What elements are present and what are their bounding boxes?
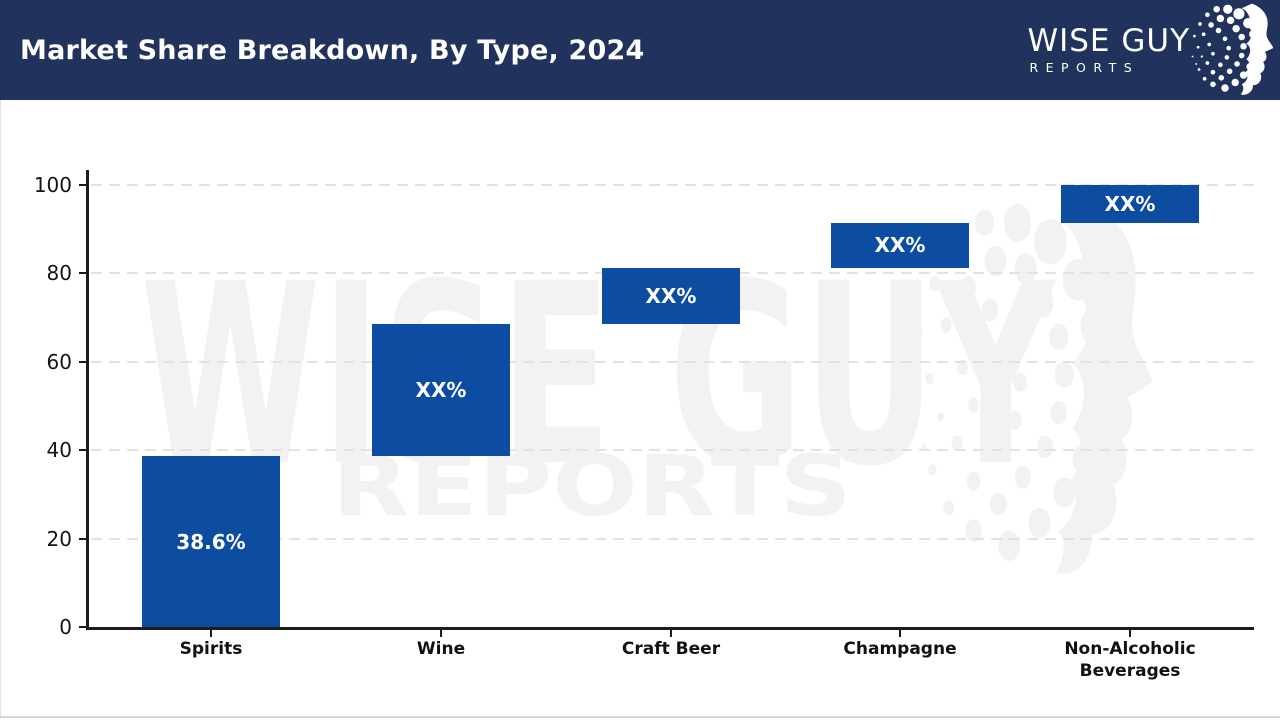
y-axis-tick xyxy=(79,184,87,186)
bar-wine: XX% xyxy=(372,323,510,457)
bar-value-label: 38.6% xyxy=(176,529,246,554)
bar-value-label: XX% xyxy=(1104,192,1156,216)
bar-value-label: XX% xyxy=(415,378,467,403)
logo-wordmark: WISE GUY xyxy=(1027,22,1190,59)
x-axis-tick xyxy=(670,630,672,637)
bar-craft-beer: XX% xyxy=(602,267,740,324)
left-border xyxy=(0,100,1,716)
y-axis-tick-label: 60 xyxy=(46,349,72,374)
y-axis-tick-label: 40 xyxy=(46,438,72,463)
y-axis-tick-label: 80 xyxy=(46,261,72,286)
logo-text: WISE GUY REPORTS xyxy=(1027,22,1190,75)
x-axis-label-craft-beer: Craft Beer xyxy=(621,639,721,659)
x-axis-label-spirits: Spirits xyxy=(179,639,243,659)
x-axis-tick xyxy=(899,630,901,637)
y-axis-tick-label: 20 xyxy=(46,526,72,551)
x-axis-tick xyxy=(440,630,442,637)
x-axis-label-wine: Wine xyxy=(416,639,466,659)
gridline-60 xyxy=(91,360,1254,363)
y-axis-tick xyxy=(79,360,87,363)
y-axis-tick-label: 0 xyxy=(59,615,72,639)
y-axis-tick xyxy=(79,272,87,275)
y-axis-tick xyxy=(79,449,87,452)
x-axis-tick xyxy=(1129,630,1131,637)
bar-spirits: 38.6% xyxy=(142,456,280,627)
y-axis-line xyxy=(86,170,89,629)
x-axis-line xyxy=(86,627,1254,630)
wiseguy-logo: WISE GUY REPORTS xyxy=(1027,0,1276,100)
x-axis-tick xyxy=(210,630,212,637)
x-axis-label-non-alcoholic-beverages: Non-Alcoholic Beverages xyxy=(1064,639,1196,681)
bar-non-alcoholic-beverages: XX% xyxy=(1061,185,1199,223)
gridline-40 xyxy=(91,449,1254,452)
y-axis-tick-label: 100 xyxy=(33,173,72,197)
chart-title: Market Share Breakdown, By Type, 2024 xyxy=(20,34,645,66)
logo-subtext: REPORTS xyxy=(1029,59,1140,75)
bar-value-label: XX% xyxy=(645,283,697,308)
bar-champagne: XX% xyxy=(831,223,969,268)
x-axis-label-champagne: Champagne xyxy=(843,639,957,659)
bottom-divider xyxy=(0,716,1280,718)
gridline-20 xyxy=(91,537,1254,540)
gridline-100 xyxy=(91,184,1254,186)
wiseguy-face-icon xyxy=(1191,3,1274,95)
y-axis-tick xyxy=(79,537,87,540)
y-axis-tick xyxy=(79,626,87,628)
header: Market Share Breakdown, By Type, 2024 WI… xyxy=(0,0,1280,100)
bar-value-label: XX% xyxy=(874,233,926,258)
